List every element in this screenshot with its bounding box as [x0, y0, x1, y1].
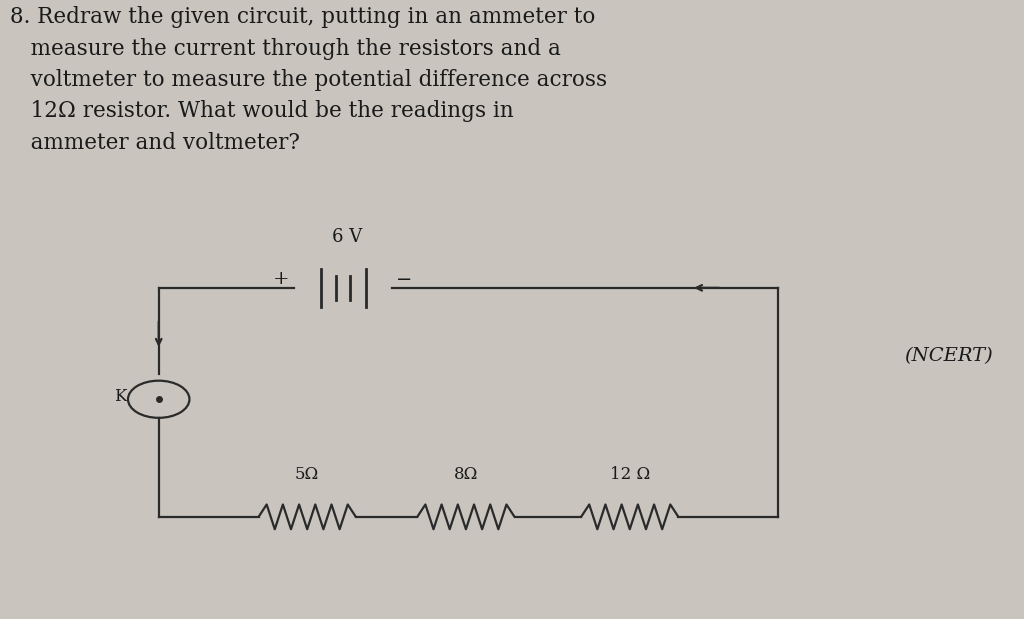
Text: 8Ω: 8Ω [454, 466, 478, 483]
Text: +: + [273, 270, 290, 288]
Text: K: K [114, 387, 126, 405]
Text: 6 V: 6 V [332, 228, 362, 246]
Text: 12 Ω: 12 Ω [609, 466, 650, 483]
Text: 5Ω: 5Ω [295, 466, 319, 483]
Text: 8. Redraw the given circuit, putting in an ammeter to
   measure the current thr: 8. Redraw the given circuit, putting in … [10, 6, 607, 154]
Text: −: − [396, 271, 413, 290]
Text: (NCERT): (NCERT) [904, 347, 993, 365]
